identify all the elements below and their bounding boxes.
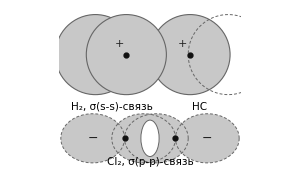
Circle shape <box>86 15 166 95</box>
Ellipse shape <box>61 114 124 163</box>
Text: −: − <box>202 132 213 145</box>
Ellipse shape <box>176 114 239 163</box>
Text: +: + <box>144 132 154 145</box>
Ellipse shape <box>112 114 176 163</box>
Text: +: + <box>178 39 188 49</box>
Circle shape <box>56 15 135 95</box>
Text: +: + <box>114 39 124 49</box>
Text: HC: HC <box>192 102 207 112</box>
Circle shape <box>150 15 230 95</box>
Ellipse shape <box>141 120 159 157</box>
Text: Cl₂, σ(p-p)-связь: Cl₂, σ(p-p)-связь <box>106 157 194 167</box>
Ellipse shape <box>124 114 188 163</box>
Text: −: − <box>87 132 98 145</box>
Text: +: + <box>146 132 156 145</box>
Text: H₂, σ(s-s)-связь: H₂, σ(s-s)-связь <box>71 102 153 112</box>
